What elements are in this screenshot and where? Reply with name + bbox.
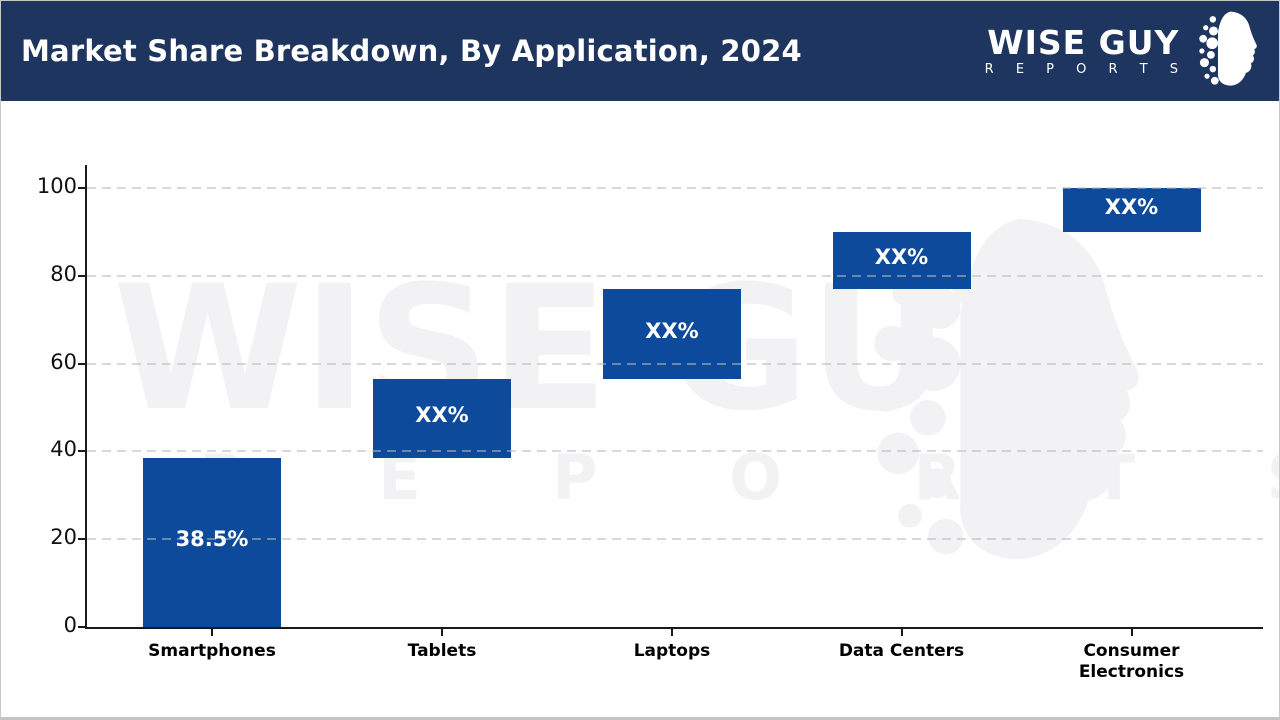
page-title: Market Share Breakdown, By Application, … — [21, 34, 802, 68]
x-tick-mark-data-centers — [900, 629, 903, 636]
x-tick-label-smartphones: Smartphones — [148, 641, 276, 661]
bar-label-tablets: XX% — [415, 403, 469, 428]
bar-tablets — [373, 378, 511, 458]
wiseguy-head-icon — [1199, 11, 1257, 86]
y-tick-label-20: 20 — [50, 525, 77, 550]
y-tick-label-80: 80 — [50, 261, 77, 286]
x-tick-mark-laptops — [671, 629, 673, 636]
bar-label-laptops: XX% — [645, 318, 699, 343]
bar-label-consumer-electronics: XX% — [1104, 194, 1159, 219]
y-tick-label-60: 60 — [50, 349, 77, 374]
gridline-100 — [87, 187, 1263, 189]
y-tick-mark — [78, 538, 87, 541]
gridline-80 — [87, 274, 1263, 277]
gridline-20 — [87, 538, 1263, 541]
y-tick-mark — [78, 274, 87, 277]
x-tick-mark-smartphones — [211, 629, 213, 636]
header-bar: Market Share Breakdown, By Application, … — [1, 1, 1279, 101]
wiseguy-logo-text: WISE GUY R E P O R T S — [980, 26, 1187, 77]
y-tick-label-40: 40 — [50, 437, 77, 462]
x-tick-label-consumer-electronics: Consumer Electronics — [1078, 641, 1185, 682]
y-tick-label-100: 100 — [36, 174, 77, 198]
x-tick-label-tablets: Tablets — [407, 641, 477, 661]
y-tick-label-0: 0 — [63, 613, 77, 637]
bar-smartphones — [143, 457, 281, 627]
x-axis-line — [85, 627, 1263, 629]
logo-subtitle: R E P O R T S — [984, 61, 1187, 77]
y-tick-mark — [78, 450, 87, 453]
y-tick-mark — [78, 362, 87, 365]
bar-label-data-centers: XX% — [874, 245, 929, 270]
y-tick-mark — [78, 626, 87, 628]
x-tick-label-data-centers: Data Centers — [838, 641, 965, 661]
logo-wordmark: WISE GUY — [987, 22, 1180, 62]
x-tick-label-laptops: Laptops — [633, 641, 711, 661]
y-axis-line — [85, 165, 87, 629]
gridline-40 — [87, 450, 1263, 453]
x-tick-mark-tablets — [441, 629, 443, 636]
wiseguy-logo: WISE GUY R E P O R T S — [980, 9, 1265, 93]
x-tick-mark-consumer-electronics — [1130, 629, 1133, 636]
gridline-60 — [87, 362, 1263, 365]
bar-label-smartphones: 38.5% — [175, 527, 249, 552]
y-tick-mark — [78, 187, 87, 189]
